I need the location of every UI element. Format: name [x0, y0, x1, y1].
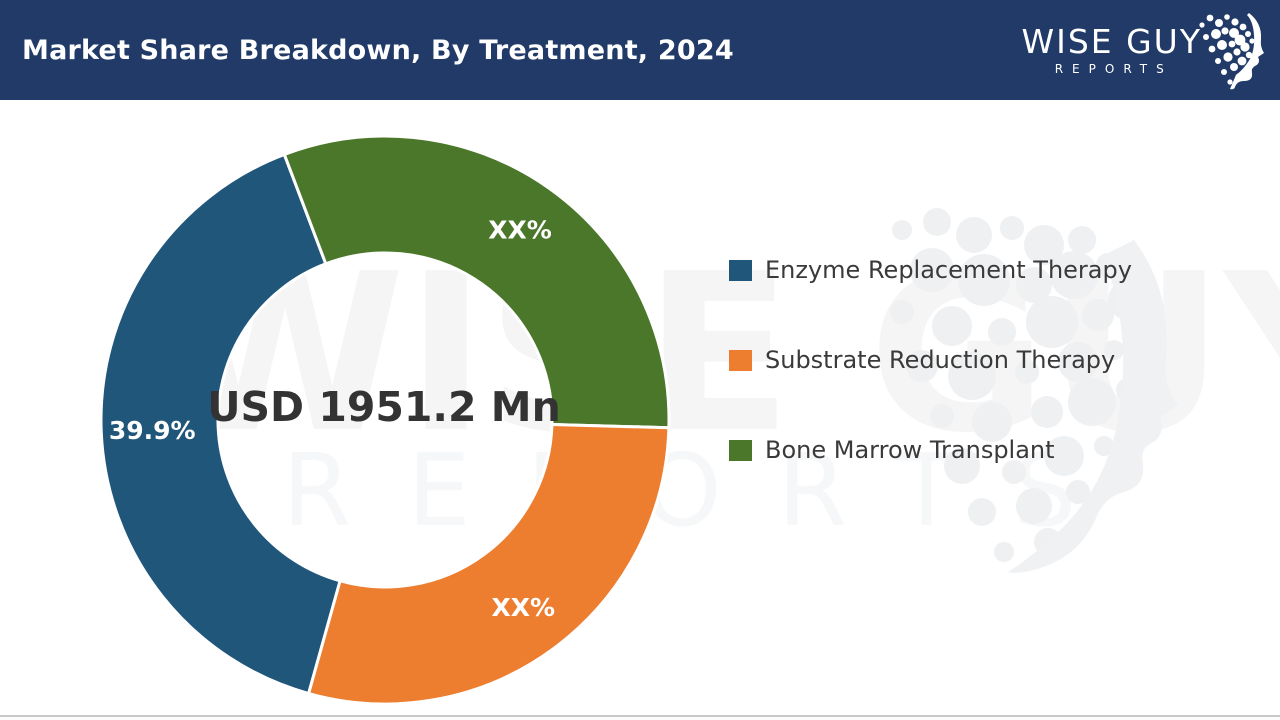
page-title: Market Share Breakdown, By Treatment, 20…: [22, 34, 734, 66]
legend-swatch-1: [729, 349, 752, 371]
logo-text: WISE GUY REPORTS: [1021, 25, 1202, 76]
logo: WISE GUY REPORTS: [1021, 9, 1266, 91]
donut-segment-0: [99, 152, 342, 696]
legend-swatch-2: [729, 439, 752, 461]
legend-label-1: Substrate Reduction Therapy: [765, 346, 1116, 374]
watermark-subtext: REPORTS: [282, 432, 1132, 549]
segment-label-1: XX%: [491, 593, 555, 622]
donut-segment-2: [282, 134, 671, 430]
segment-label-2: XX%: [488, 216, 552, 245]
logo-face-icon: [1199, 13, 1264, 90]
legend-label-0: Enzyme Replacement Therapy: [765, 256, 1132, 284]
logo-subtext: REPORTS: [1054, 61, 1173, 76]
legend-item-1: Substrate Reduction Therapy: [729, 345, 1132, 375]
chart-center-label: USD 1951.2 Mn: [207, 383, 561, 431]
segment-label-0: 39.9%: [109, 416, 196, 445]
watermark-head-dots: [890, 208, 1178, 573]
legend-item-0: Enzyme Replacement Therapy: [729, 255, 1132, 285]
logo-wordmark: WISE GUY: [1021, 21, 1202, 61]
footer-line: [0, 715, 1280, 720]
legend-swatch-0: [729, 259, 752, 281]
donut-segment-1: [307, 423, 671, 706]
legend: Enzyme Replacement Therapy Substrate Redu…: [729, 255, 1132, 525]
header: Market Share Breakdown, By Treatment, 20…: [0, 0, 1280, 100]
legend-item-2: Bone Marrow Transplant: [729, 435, 1132, 465]
legend-label-2: Bone Marrow Transplant: [765, 436, 1055, 464]
donut-chart: 39.9% XX% XX%: [99, 134, 671, 706]
